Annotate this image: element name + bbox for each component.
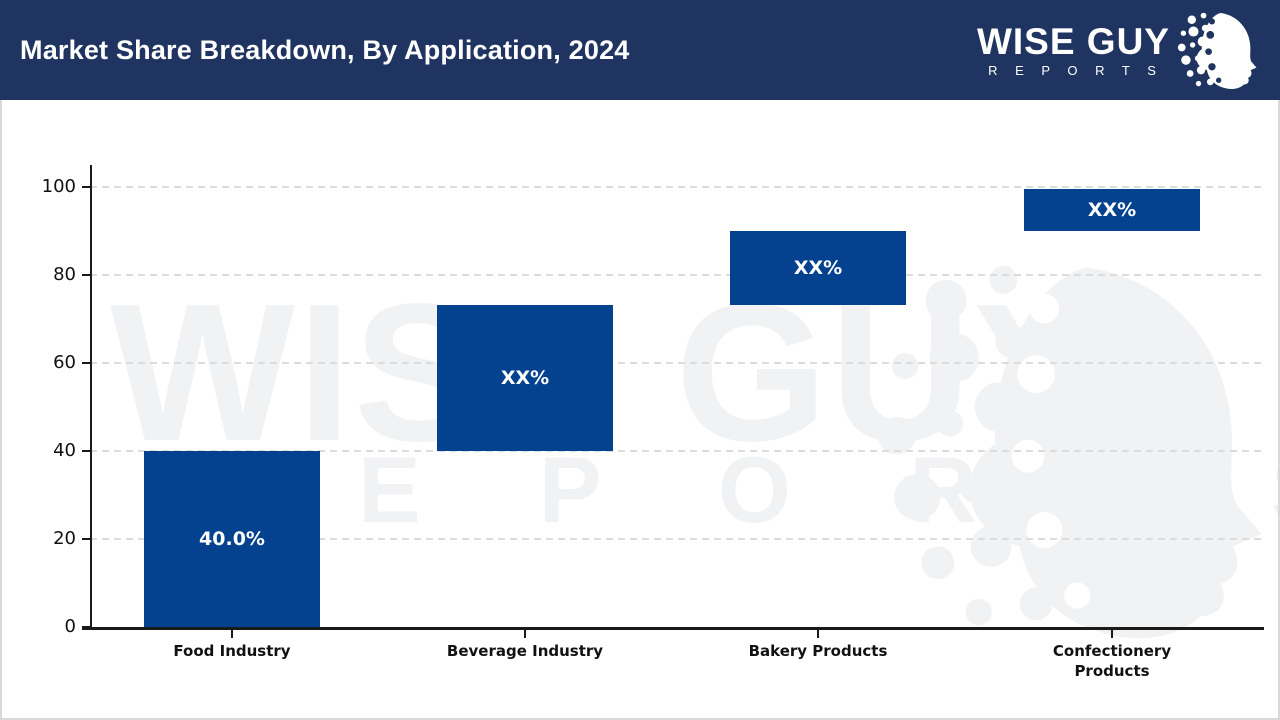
logo-wordmark: WISE GUY xyxy=(976,21,1170,62)
brand-logo: WISE GUY R E P O R T S xyxy=(977,8,1260,92)
bar-value-label: 40.0% xyxy=(199,528,265,551)
y-tick-mark xyxy=(82,186,90,189)
header-bar: Market Share Breakdown, By Application, … xyxy=(0,0,1280,100)
bar-segment: XX% xyxy=(730,231,906,305)
bar-value-label: XX% xyxy=(793,256,843,279)
bar-chart: 0 20 40 60 80 100 40.0% Food Industry XX% Beverag… xyxy=(2,100,1278,718)
brand-logo-text: WISE GUY R E P O R T S xyxy=(977,23,1170,77)
category-label: Bakery Products xyxy=(748,642,888,660)
logo-subtext: R E P O R T S xyxy=(988,63,1163,78)
y-tick-label: 0 xyxy=(64,616,76,637)
x-tick-mark xyxy=(817,630,819,638)
y-tick-label: 20 xyxy=(53,528,76,550)
y-tick-label: 80 xyxy=(53,264,76,286)
y-axis xyxy=(90,165,92,629)
logo-head-icon xyxy=(1177,12,1257,89)
gridline xyxy=(90,538,1264,541)
bar-value-label: XX% xyxy=(1087,199,1137,222)
x-tick-mark xyxy=(524,630,526,638)
category-label: Beverage Industry xyxy=(446,642,604,660)
y-tick-mark xyxy=(82,538,90,541)
category-label: Confectionery Products xyxy=(1052,642,1172,681)
x-axis xyxy=(82,627,1264,630)
y-tick-label: 60 xyxy=(53,352,76,374)
category-label: Food Industry xyxy=(173,642,291,660)
bar-segment: 40.0% xyxy=(144,451,320,627)
y-tick-mark xyxy=(82,362,90,365)
gridline xyxy=(90,362,1264,365)
page-title: Market Share Breakdown, By Application, … xyxy=(20,34,630,65)
bar-value-label: XX% xyxy=(500,366,550,389)
y-tick-label: 40 xyxy=(53,440,76,462)
y-tick-mark xyxy=(82,274,90,277)
gridline xyxy=(90,450,1264,453)
x-tick-mark xyxy=(1111,630,1113,638)
bar-segment: XX% xyxy=(437,304,613,452)
gridline xyxy=(90,274,1264,277)
y-tick-mark xyxy=(82,450,90,453)
x-tick-mark xyxy=(231,630,233,638)
gridline xyxy=(90,186,1264,189)
bar-segment: XX% xyxy=(1024,189,1200,232)
chart-region: WISE GUY R E P O R T S xyxy=(0,100,1280,720)
y-tick-label: 100 xyxy=(41,176,76,198)
